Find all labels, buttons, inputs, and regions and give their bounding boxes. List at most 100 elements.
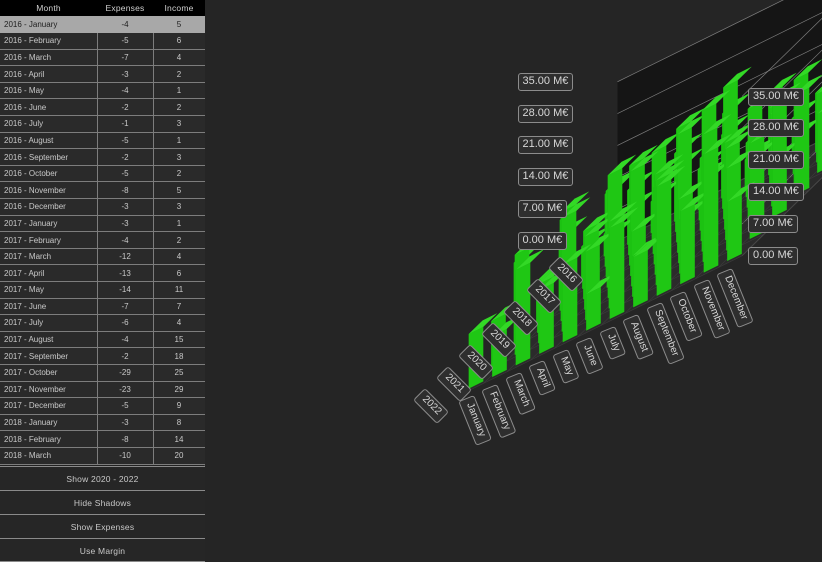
table-row[interactable]: 2016 - September -2 3 <box>0 148 206 166</box>
table-row[interactable]: 2017 - July -6 4 <box>0 314 206 332</box>
table-row[interactable]: 2016 - January -4 5 <box>0 15 206 34</box>
value-tick-right-2: 14.00 M€ <box>748 183 804 202</box>
value-tick-left-4: 28.00 M€ <box>517 104 574 123</box>
table-row[interactable]: 2017 - May -14 11 <box>0 281 206 299</box>
bar-3d[interactable] <box>817 93 822 174</box>
table-row[interactable]: 2018 - January -3 8 <box>0 413 206 432</box>
bar-3d[interactable] <box>609 207 639 320</box>
table-row[interactable]: 2016 - December -3 3 <box>0 198 206 216</box>
table-row[interactable]: 2017 - January -3 1 <box>0 214 206 233</box>
column-header-income[interactable]: Income <box>153 0 205 16</box>
value-tick-left-3: 21.00 M€ <box>517 136 574 155</box>
cell-expenses: -2 <box>97 98 154 117</box>
cell-month: 2017 - May <box>0 281 98 299</box>
cell-expenses: -5 <box>97 164 154 183</box>
cell-income: 3 <box>153 115 206 133</box>
cell-income: 9 <box>153 397 206 415</box>
table-row[interactable]: 2016 - August -5 1 <box>0 131 206 150</box>
bar-3d[interactable] <box>586 273 615 331</box>
table-row[interactable]: 2016 - July -1 3 <box>0 115 206 133</box>
table-row[interactable]: 2016 - June -2 2 <box>0 98 206 117</box>
cell-expenses: -8 <box>97 181 154 200</box>
table-row[interactable]: 2018 - March -10 20 <box>0 446 206 465</box>
value-tick-right-5: 35.00 M€ <box>748 87 804 106</box>
table-row[interactable]: 2017 - March -12 4 <box>0 247 206 266</box>
table-row[interactable]: 2017 - September -2 18 <box>0 347 206 365</box>
cell-month: 2017 - December <box>0 397 98 415</box>
show-expenses-button[interactable]: Show Expenses <box>0 514 205 538</box>
cell-month: 2016 - July <box>0 115 98 133</box>
table-row[interactable]: 2016 - April -3 2 <box>0 65 206 83</box>
table-row[interactable]: 2016 - May -4 1 <box>0 81 206 100</box>
table-row[interactable]: 2017 - December -5 9 <box>0 397 206 415</box>
column-header-expenses[interactable]: Expenses <box>97 0 153 16</box>
value-tick-right-0: 0.00 M€ <box>748 246 798 265</box>
cell-expenses: -5 <box>97 32 154 50</box>
table-body: 2016 - January -4 5 2016 - February -5 6 2016 … <box>0 15 206 465</box>
cell-month: 2016 - December <box>0 198 98 216</box>
cell-month: 2016 - January <box>0 15 98 34</box>
table-row[interactable]: 2017 - June -7 7 <box>0 297 206 316</box>
bar-3d[interactable] <box>656 165 686 296</box>
cell-income: 4 <box>153 314 206 332</box>
hide-shadows-button[interactable]: Hide Shadows <box>0 490 205 514</box>
cell-expenses: -29 <box>97 363 154 382</box>
table-row[interactable]: 2016 - March -7 4 <box>0 48 206 67</box>
table-header: Month Expenses Income <box>0 0 205 16</box>
table-row[interactable]: 2016 - October -5 2 <box>0 164 206 183</box>
use-margin-button[interactable]: Use Margin <box>0 538 205 562</box>
cell-income: 29 <box>153 380 206 399</box>
table-row[interactable]: 2016 - November -8 5 <box>0 181 206 200</box>
cell-income: 4 <box>153 247 206 266</box>
cell-expenses: -23 <box>97 380 154 399</box>
cell-income: 18 <box>153 347 206 365</box>
cell-income: 5 <box>153 15 206 34</box>
cell-expenses: -4 <box>97 330 154 349</box>
table-row[interactable]: 2017 - October -29 25 <box>0 363 206 382</box>
data-panel: Month Expenses Income 2016 - January -4 5 2… <box>0 0 206 562</box>
chart-3d-bar[interactable]: 0.00 M€ 0.00 M€ 7.00 M€ 7.00 M€ 14.00 M€ 14.0… <box>205 0 822 562</box>
table-row[interactable]: 2016 - February -5 6 <box>0 32 206 50</box>
table-row[interactable]: 2018 - February -8 14 <box>0 430 206 448</box>
bar-3d[interactable] <box>680 190 709 285</box>
cell-month: 2017 - January <box>0 214 98 233</box>
cell-income: 3 <box>153 148 206 166</box>
cell-month: 2017 - February <box>0 231 98 249</box>
cell-income: 1 <box>153 214 206 233</box>
value-tick-left-1: 7.00 M€ <box>517 200 568 219</box>
cell-month: 2017 - April <box>0 264 98 282</box>
cell-month: 2018 - February <box>0 430 98 448</box>
column-header-month[interactable]: Month <box>0 0 97 16</box>
bar-3d[interactable] <box>633 236 662 308</box>
cell-expenses: -8 <box>97 430 154 448</box>
table-row[interactable]: 2017 - April -13 6 <box>0 264 206 282</box>
cell-month: 2017 - September <box>0 347 98 365</box>
cell-expenses: -13 <box>97 264 154 282</box>
cell-income: 20 <box>153 446 206 465</box>
table-row[interactable]: 2017 - August -4 15 <box>0 330 206 349</box>
cell-income: 2 <box>153 65 206 83</box>
cell-expenses: -4 <box>97 15 154 34</box>
cell-month: 2018 - January <box>0 413 98 432</box>
bar-3d[interactable] <box>703 133 733 273</box>
cell-income: 6 <box>153 32 206 50</box>
data-table: Month Expenses Income 2016 - January -4 5 2… <box>0 0 206 465</box>
table-row[interactable]: 2017 - February -4 2 <box>0 231 206 249</box>
cell-income: 5 <box>153 181 206 200</box>
cell-income: 11 <box>153 281 206 299</box>
cell-expenses: -3 <box>97 198 154 216</box>
cell-income: 2 <box>153 164 206 183</box>
cell-expenses: -10 <box>97 446 154 465</box>
cell-expenses: -7 <box>97 297 154 316</box>
cell-month: 2016 - November <box>0 181 98 200</box>
cell-month: 2017 - November <box>0 380 98 399</box>
value-tick-left-0: 0.00 M€ <box>517 232 568 250</box>
cell-month: 2017 - August <box>0 330 98 349</box>
table-row[interactable]: 2017 - November -23 29 <box>0 380 206 399</box>
cell-month: 2016 - September <box>0 148 98 166</box>
cell-month: 2016 - April <box>0 65 98 83</box>
show-years-button[interactable]: Show 2020 - 2022 <box>0 466 205 490</box>
bar-3d[interactable] <box>727 181 756 262</box>
cell-income: 1 <box>153 81 206 100</box>
